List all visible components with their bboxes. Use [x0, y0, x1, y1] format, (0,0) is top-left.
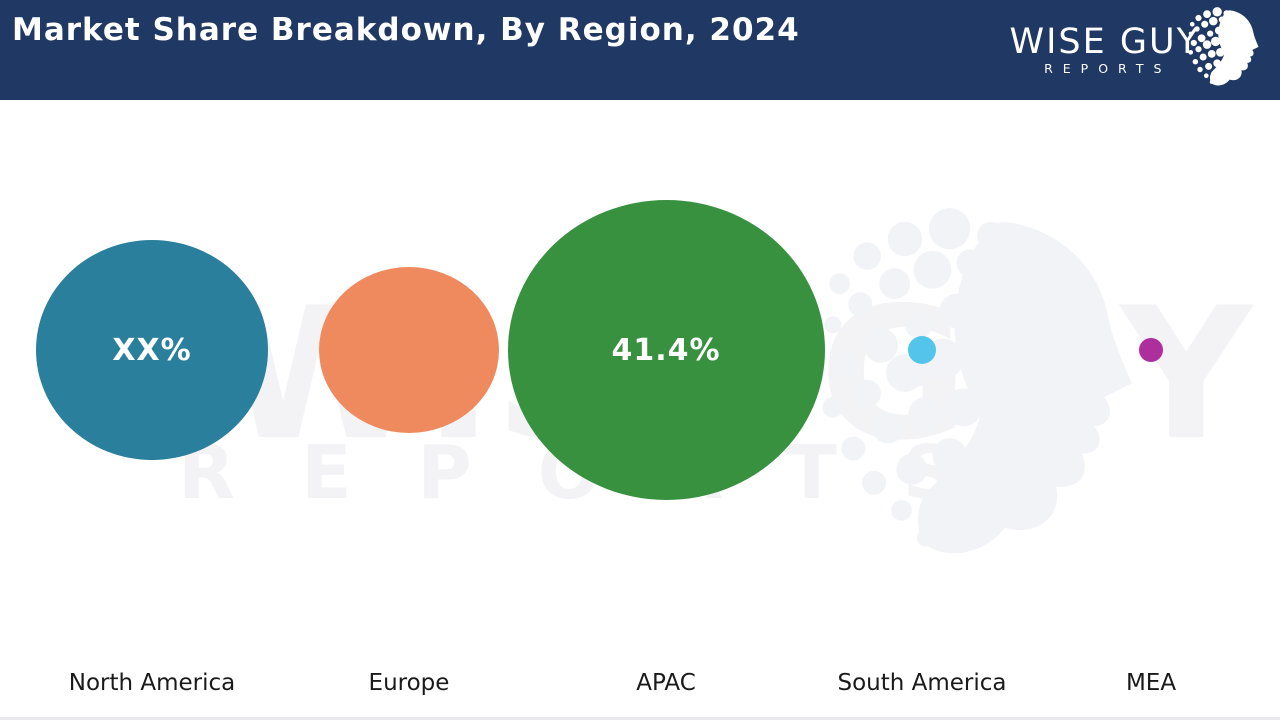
category-label-north-america: North America [68, 670, 236, 696]
bubble-europe [319, 267, 499, 433]
bubble-chart: WISE GUY REPORTS XX%North AmericaEurope4… [0, 100, 1280, 720]
bubble-value-label-north-america: XX% [112, 332, 192, 368]
bubble-plot: XX% North America Europe 41.4% APAC South Ame… [0, 100, 1280, 720]
logo-wordmark: WISE GUY [1009, 21, 1200, 62]
category-label-europe: Europe [368, 670, 450, 696]
bottom-divider [0, 717, 1280, 720]
bubble-south-america [908, 336, 936, 364]
logo-subtext: REPORTS [1044, 61, 1172, 77]
bubble-mea [1139, 338, 1163, 362]
wise-guy-logo: WISE GUY REPORTS [1009, 6, 1264, 94]
category-label-mea: MEA [1125, 670, 1177, 696]
bubble-north-america: XX% [36, 240, 268, 460]
category-label-south-america: South America [837, 670, 1007, 696]
bubble-apac: 41.4% [507, 200, 825, 500]
bubble-value-label-apac: 41.4% [611, 332, 721, 368]
header-bar: Market Share Breakdown, By Region, 2024 … [0, 0, 1280, 100]
logo-text: WISE GUY REPORTS [1009, 21, 1200, 77]
category-label-apac: APAC [636, 670, 696, 696]
page-title: Market Share Breakdown, By Region, 2024 [12, 12, 800, 48]
